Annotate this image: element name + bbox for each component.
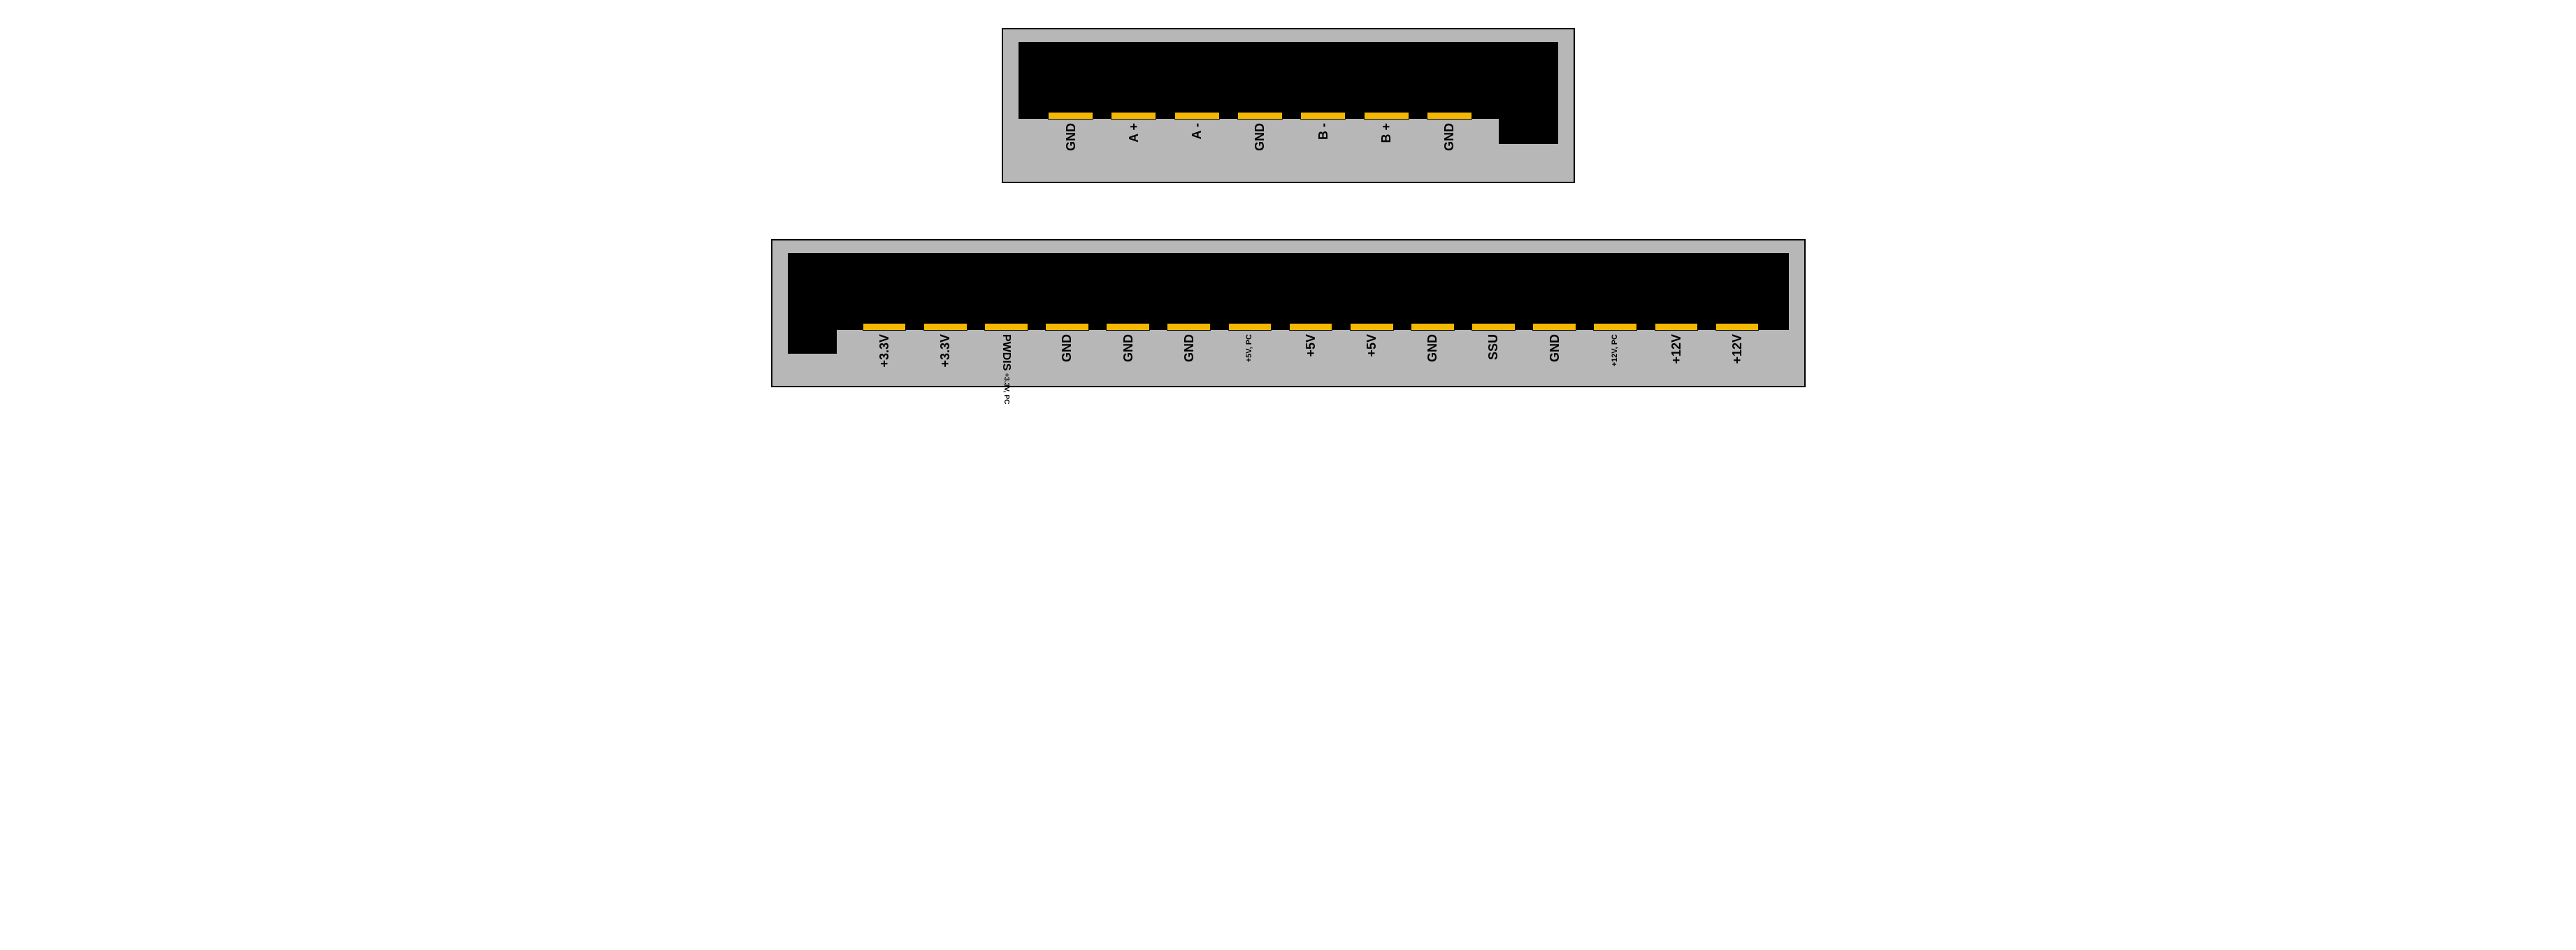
pin-contact bbox=[1098, 323, 1158, 330]
pin-label: +12V bbox=[1706, 334, 1767, 376]
labels-row: +3.3V +3.3V +3.3V, PC PWDIS GND GND GND … bbox=[854, 334, 1768, 376]
pin-label: +12V bbox=[1646, 334, 1706, 376]
pin-label: GND bbox=[1524, 334, 1585, 376]
pin-contact bbox=[1706, 323, 1767, 330]
pin-label: +5V, PC bbox=[1219, 334, 1280, 376]
pin-contact bbox=[976, 323, 1037, 330]
contact-pad bbox=[1167, 323, 1211, 331]
pin-sublabel: +3.3V, PC bbox=[1002, 373, 1009, 404]
contact-pad bbox=[923, 323, 967, 331]
pin-label: GND bbox=[1228, 123, 1291, 172]
slot-wrapper bbox=[1019, 42, 1558, 119]
pin-label: GND bbox=[1039, 123, 1102, 172]
pin-contact bbox=[1524, 323, 1585, 330]
contact-pad bbox=[863, 323, 907, 331]
pin-contact bbox=[1341, 323, 1402, 330]
pin-label: +3.3V bbox=[854, 334, 915, 376]
labels-row: GND A + A - GND B - B + GND bbox=[1039, 123, 1481, 172]
pin-label: B - bbox=[1292, 123, 1355, 172]
pin-contact bbox=[1280, 323, 1341, 330]
contact-pad bbox=[1048, 112, 1093, 120]
pin-contact bbox=[1102, 112, 1165, 119]
pin-contact bbox=[1039, 112, 1102, 119]
pin-mainlabel: PWDIS bbox=[1000, 334, 1012, 370]
connector-slot bbox=[788, 253, 1789, 330]
sata-data-connector: GND A + A - GND B - B + GND bbox=[1002, 28, 1575, 183]
contact-pad bbox=[1472, 323, 1516, 331]
pin-contact bbox=[1355, 112, 1418, 119]
contact-pad bbox=[1237, 112, 1283, 120]
pin-contact bbox=[854, 323, 915, 330]
contact-pad bbox=[1289, 323, 1333, 331]
pin-label: SSU bbox=[1463, 334, 1524, 376]
contact-pad bbox=[1045, 323, 1089, 331]
key-notch bbox=[788, 322, 837, 354]
pin-contact bbox=[1158, 323, 1219, 330]
pin-contact bbox=[915, 323, 976, 330]
contact-pad bbox=[1174, 112, 1220, 120]
pin-contact bbox=[1463, 323, 1524, 330]
contact-pad bbox=[1300, 112, 1346, 120]
pin-label: +5V bbox=[1341, 334, 1402, 376]
pin-label: B + bbox=[1355, 123, 1418, 172]
contact-pad bbox=[984, 323, 1028, 331]
pin-label: GND bbox=[1037, 334, 1098, 376]
pin-contact bbox=[1228, 112, 1291, 119]
pin-label: +12V, PC bbox=[1585, 334, 1646, 376]
contact-pad bbox=[1655, 323, 1699, 331]
contacts-row bbox=[854, 323, 1768, 330]
pin-label: GND bbox=[1098, 334, 1158, 376]
contact-pad bbox=[1593, 323, 1637, 331]
pin-label: +5V bbox=[1280, 334, 1341, 376]
pin-label: +3.3V, PC PWDIS bbox=[976, 334, 1037, 376]
pin-contact bbox=[1418, 112, 1481, 119]
pin-contact bbox=[1292, 112, 1355, 119]
contact-pad bbox=[1532, 323, 1576, 331]
slot-wrapper bbox=[788, 253, 1789, 330]
contact-pad bbox=[1427, 112, 1472, 120]
connector-slot bbox=[1019, 42, 1558, 119]
contact-pad bbox=[1228, 323, 1272, 331]
pin-label: A + bbox=[1102, 123, 1165, 172]
contact-pad bbox=[1715, 323, 1760, 331]
pin-label: A - bbox=[1165, 123, 1228, 172]
contacts-row bbox=[1039, 112, 1481, 119]
contact-pad bbox=[1111, 112, 1156, 120]
pin-label: GND bbox=[1402, 334, 1463, 376]
pin-contact bbox=[1219, 323, 1280, 330]
contact-pad bbox=[1106, 323, 1150, 331]
contact-pad bbox=[1364, 112, 1409, 120]
pin-contact bbox=[1646, 323, 1706, 330]
pin-label: GND bbox=[1418, 123, 1481, 172]
pin-label: GND bbox=[1158, 334, 1219, 376]
pin-contact bbox=[1165, 112, 1228, 119]
sata-power-connector: +3.3V +3.3V +3.3V, PC PWDIS GND GND GND … bbox=[771, 239, 1806, 387]
pin-contact bbox=[1402, 323, 1463, 330]
contact-pad bbox=[1350, 323, 1394, 331]
pin-contact bbox=[1585, 323, 1646, 330]
key-notch bbox=[1499, 110, 1558, 144]
contact-pad bbox=[1411, 323, 1455, 331]
pin-label: +3.3V bbox=[915, 334, 976, 376]
pin-contact bbox=[1037, 323, 1098, 330]
